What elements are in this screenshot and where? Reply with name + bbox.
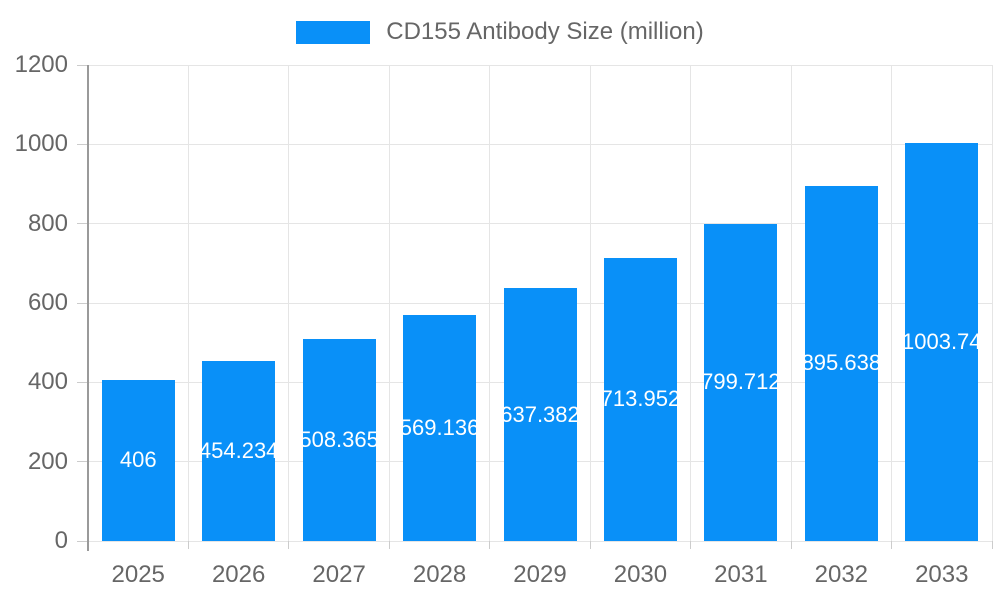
x-tick: [589, 541, 591, 549]
y-gridline: [88, 64, 992, 66]
x-gridline: [790, 65, 792, 541]
x-tick-label: 2028: [412, 561, 467, 588]
x-gridline: [991, 65, 993, 541]
x-gridline: [187, 65, 189, 541]
x-tick-label: 2025: [111, 561, 165, 588]
x-tick-label: 2026: [211, 561, 266, 588]
x-tick-label: 2027: [312, 561, 366, 588]
y-tick-label: 1200: [14, 51, 68, 78]
bar: [704, 223, 778, 541]
bar: [202, 360, 276, 541]
x-tick: [489, 541, 491, 549]
x-gridline: [288, 65, 290, 541]
x-tick-label: 2029: [513, 561, 567, 588]
bar-value-label: 508.365: [299, 427, 379, 453]
x-gridline: [589, 65, 591, 541]
y-tick-label: 200: [27, 447, 68, 475]
x-tick: [790, 541, 792, 549]
legend-swatch: [296, 20, 371, 44]
x-tick-label: 2031: [714, 561, 768, 588]
y-gridline: [88, 540, 992, 542]
bar-value-label: 895.638: [801, 350, 882, 376]
bar-value-label: 1003.74: [902, 328, 982, 354]
y-gridline: [88, 223, 992, 225]
bar: [403, 315, 477, 541]
x-tick-label: 2030: [613, 561, 668, 588]
y-tick-label: 0: [54, 527, 68, 554]
y-tick-label: 600: [27, 289, 68, 316]
x-tick-label: 2032: [814, 561, 869, 588]
bar-value-label: 637.382: [500, 401, 580, 427]
x-gridline: [891, 65, 893, 541]
y-tick-label: 1000: [14, 130, 68, 158]
bar: [603, 257, 677, 541]
bar: [302, 339, 376, 541]
y-tick: [77, 540, 87, 542]
bar-value-label: 713.952: [600, 386, 681, 412]
x-tick: [388, 541, 390, 549]
x-tick: [288, 541, 290, 549]
x-gridline: [690, 65, 692, 541]
x-tick: [891, 541, 893, 549]
y-tick: [77, 381, 87, 383]
bar-value-label: 799.712: [701, 369, 781, 395]
chart-legend[interactable]: CD155 Antibody Size (million): [0, 20, 1000, 44]
y-tick: [77, 223, 87, 225]
x-gridline: [489, 65, 491, 541]
y-axis-line: [87, 65, 89, 551]
bar: [905, 142, 979, 541]
y-gridline: [88, 143, 992, 145]
x-tick-label: 2033: [915, 561, 969, 588]
bar: [101, 379, 175, 541]
bar-value-label: 454.234: [198, 437, 279, 463]
x-tick: [187, 541, 189, 549]
bar-value-label: 569.136: [399, 415, 480, 441]
y-tick-label: 800: [27, 209, 68, 237]
y-tick: [77, 64, 87, 66]
x-gridline: [388, 65, 390, 541]
x-tick: [690, 541, 692, 549]
legend-label: CD155 Antibody Size (million): [386, 18, 704, 45]
bar: [804, 185, 878, 541]
y-tick: [77, 302, 87, 304]
bar: [503, 288, 577, 541]
y-tick: [77, 143, 87, 145]
y-tick-label: 400: [27, 368, 68, 396]
y-tick: [77, 461, 87, 463]
x-tick: [991, 541, 993, 549]
bar-value-label: 406: [119, 447, 157, 473]
